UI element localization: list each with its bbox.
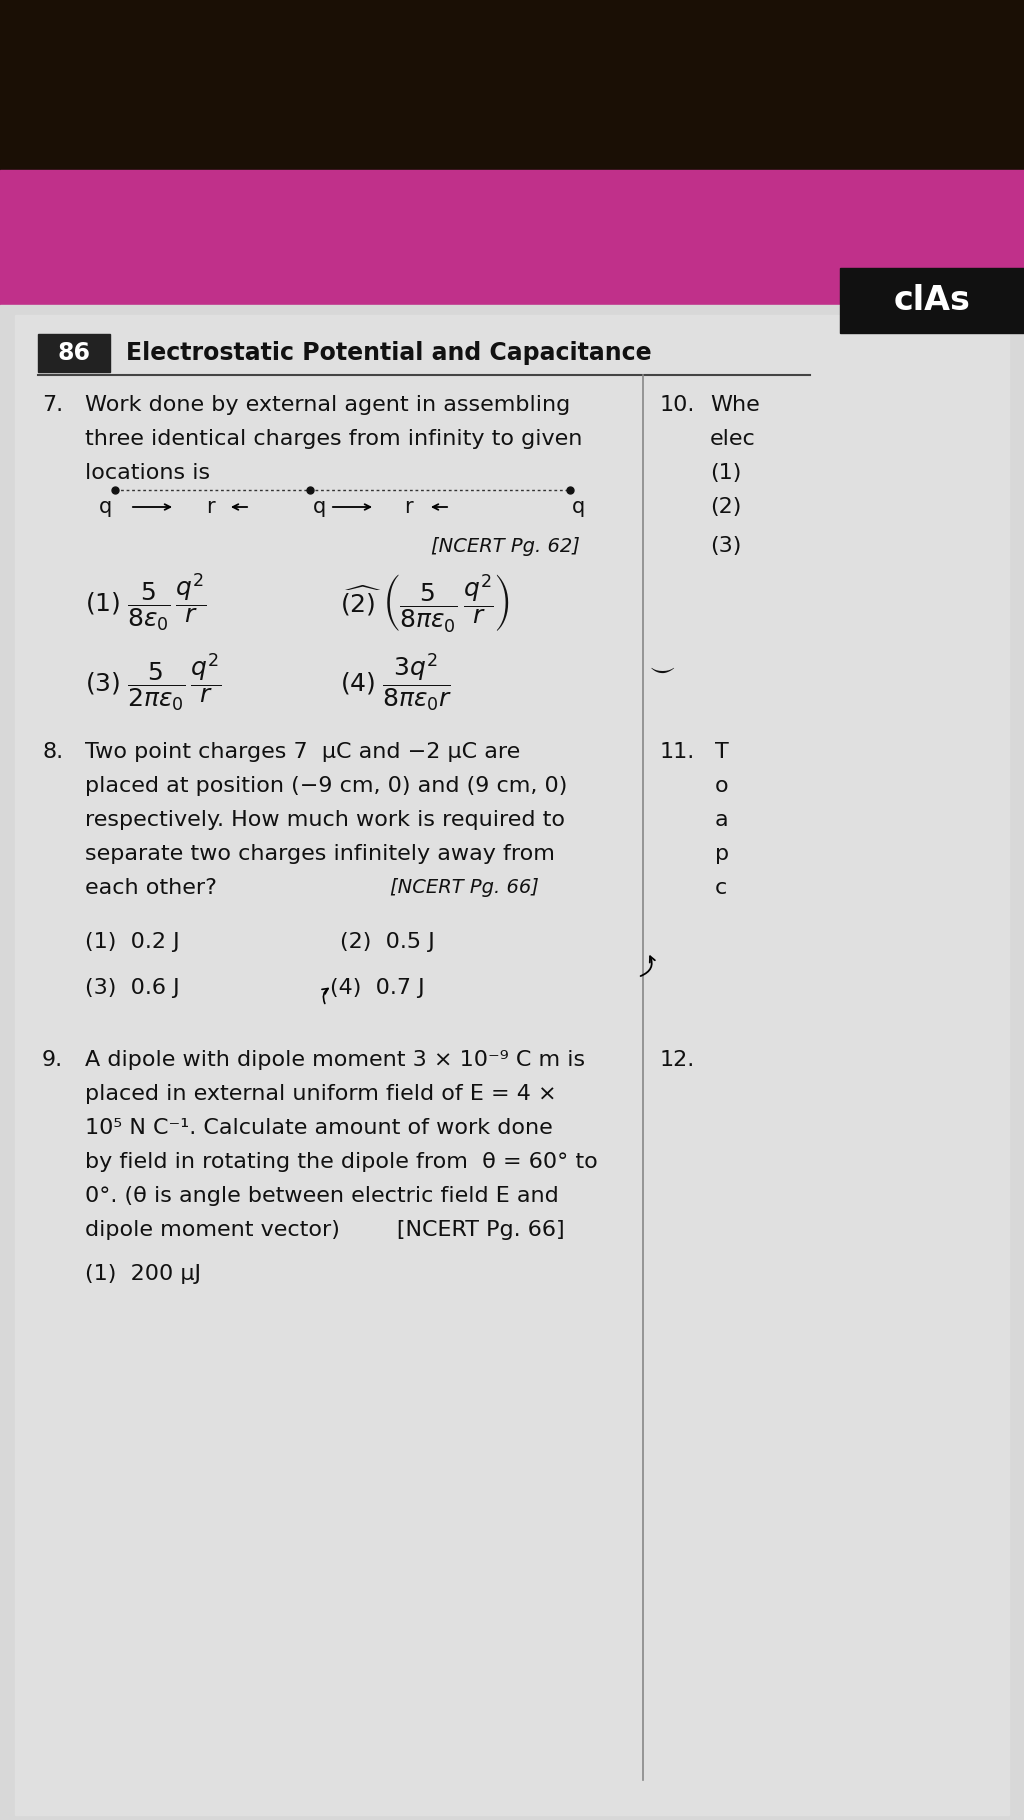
Text: 11.: 11. [660,743,695,763]
Text: 10.: 10. [660,395,695,415]
Text: Whe: Whe [710,395,760,415]
Text: 0°. (θ is angle between electric field E and: 0°. (θ is angle between electric field E… [85,1187,559,1207]
Text: (1)  200 μJ: (1) 200 μJ [85,1265,201,1283]
Text: o: o [715,775,729,795]
Text: dipole moment vector)        [NCERT Pg. 66]: dipole moment vector) [NCERT Pg. 66] [85,1219,564,1239]
Text: (3): (3) [710,537,741,555]
Text: p: p [715,844,729,864]
Text: A dipole with dipole moment 3 × 10⁻⁹ C m is: A dipole with dipole moment 3 × 10⁻⁹ C m… [85,1050,585,1070]
Text: placed at position (−9 cm, 0) and (9 cm, 0): placed at position (−9 cm, 0) and (9 cm,… [85,775,567,795]
Text: by field in rotating the dipole from  θ = 60° to: by field in rotating the dipole from θ =… [85,1152,598,1172]
Text: elec: elec [710,430,756,450]
Text: (1)  0.2 J: (1) 0.2 J [85,932,179,952]
Text: q: q [313,497,327,517]
Text: r: r [403,497,413,517]
Bar [0,169,1024,315]
Text: (4)  0.7 J: (4) 0.7 J [330,977,425,997]
Text: q: q [98,497,112,517]
Text: separate two charges infinitely away from: separate two charges infinitely away fro… [85,844,555,864]
Text: each other?: each other? [85,877,217,897]
Text: 10⁵ N C⁻¹. Calculate amount of work done: 10⁵ N C⁻¹. Calculate amount of work done [85,1117,553,1138]
Text: (3)  0.6 J: (3) 0.6 J [85,977,179,997]
Text: (1): (1) [710,462,741,482]
Bar [840,268,1024,333]
Text: q: q [572,497,586,517]
Text: placed in external uniform field of E = 4 ×: placed in external uniform field of E = … [85,1085,557,1105]
Text: r: r [206,497,214,517]
Text: $\widehat{(2)}\;\left(\dfrac{5}{8\pi\varepsilon_0}\,\dfrac{q^2}{r}\right)$: $\widehat{(2)}\;\left(\dfrac{5}{8\pi\var… [340,571,510,633]
Text: $(3)\;\dfrac{5}{2\pi\varepsilon_0}\,\dfrac{q^2}{r}$: $(3)\;\dfrac{5}{2\pi\varepsilon_0}\,\dfr… [85,652,221,713]
Text: 9.: 9. [42,1050,63,1070]
Text: 12.: 12. [660,1050,695,1070]
Text: $\smile$: $\smile$ [645,657,676,681]
Text: 7.: 7. [42,395,63,415]
Text: $(1)\;\dfrac{5}{8\varepsilon_0}\,\dfrac{q^2}{r}$: $(1)\;\dfrac{5}{8\varepsilon_0}\,\dfrac{… [85,571,207,633]
Text: a: a [715,810,729,830]
Text: three identical charges from infinity to given: three identical charges from infinity to… [85,430,583,450]
Text: 86: 86 [57,340,90,366]
Text: [NCERT Pg. 62]: [NCERT Pg. 62] [431,537,580,555]
Text: T: T [715,743,729,763]
Text: Two point charges 7  μC and −2 μC are: Two point charges 7 μC and −2 μC are [85,743,520,763]
Text: locations is: locations is [85,462,210,482]
Text: clAs: clAs [894,284,971,317]
Bar [0,306,1024,1820]
Bar [38,335,110,371]
Text: Work done by external agent in assembling: Work done by external agent in assemblin… [85,395,570,415]
Text: c: c [715,877,727,897]
Text: [NCERT Pg. 66]: [NCERT Pg. 66] [390,877,539,897]
Text: 8.: 8. [42,743,63,763]
Text: respectively. How much work is required to: respectively. How much work is required … [85,810,565,830]
Text: (2): (2) [710,497,741,517]
Text: (2)  0.5 J: (2) 0.5 J [340,932,435,952]
Bar [15,315,1009,1815]
Text: $(4)\;\dfrac{3q^2}{8\pi\varepsilon_0 r}$: $(4)\;\dfrac{3q^2}{8\pi\varepsilon_0 r}$ [340,652,452,713]
Bar [0,0,1024,309]
Text: Electrostatic Potential and Capacitance: Electrostatic Potential and Capacitance [126,340,651,366]
